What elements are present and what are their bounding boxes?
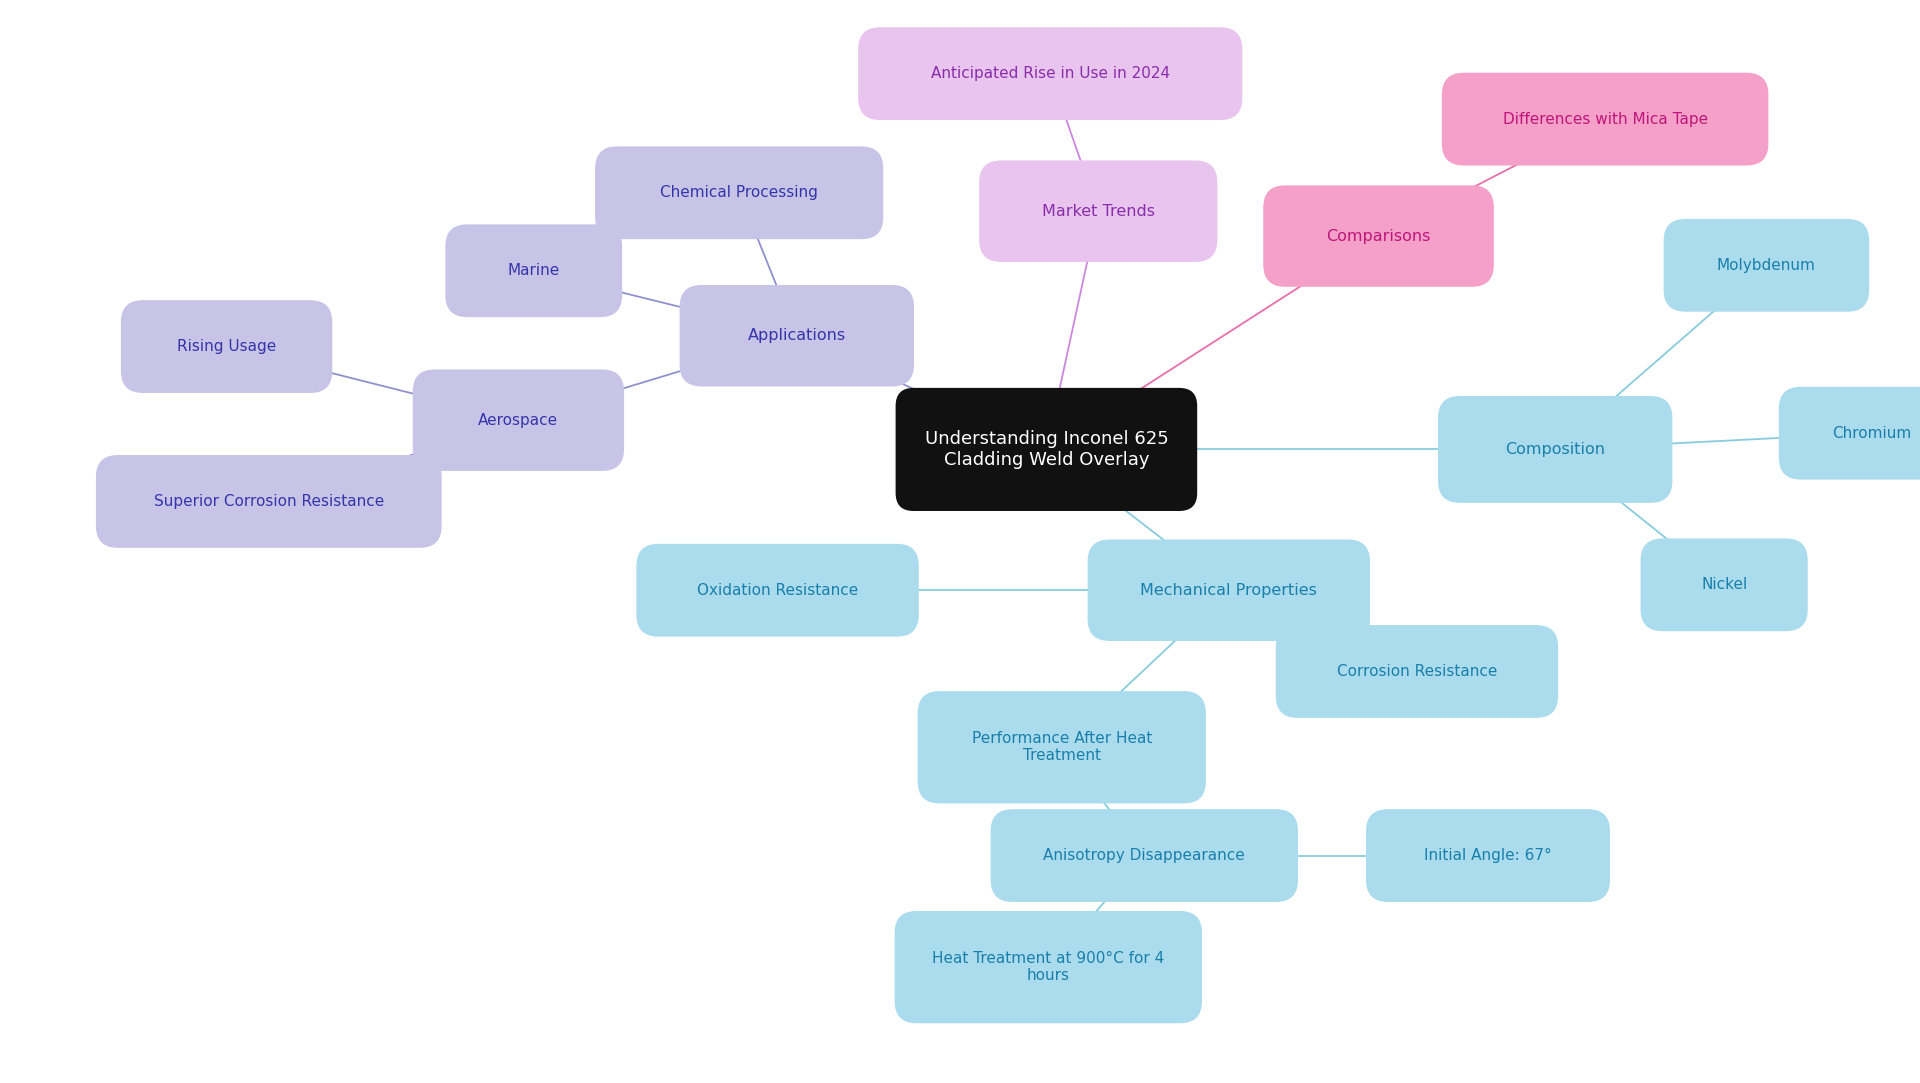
FancyBboxPatch shape <box>895 911 1202 1023</box>
FancyBboxPatch shape <box>1663 219 1870 312</box>
FancyBboxPatch shape <box>991 809 1298 902</box>
FancyBboxPatch shape <box>1442 73 1768 166</box>
FancyBboxPatch shape <box>1365 809 1611 902</box>
FancyBboxPatch shape <box>1275 625 1559 718</box>
Text: Performance After Heat
Treatment: Performance After Heat Treatment <box>972 731 1152 764</box>
Text: Oxidation Resistance: Oxidation Resistance <box>697 583 858 598</box>
FancyBboxPatch shape <box>979 160 1217 262</box>
Text: Anisotropy Disappearance: Anisotropy Disappearance <box>1043 848 1246 863</box>
Text: Anticipated Rise in Use in 2024: Anticipated Rise in Use in 2024 <box>931 66 1169 81</box>
Text: Corrosion Resistance: Corrosion Resistance <box>1336 664 1498 679</box>
Text: Applications: Applications <box>747 328 847 343</box>
Text: Aerospace: Aerospace <box>478 413 559 428</box>
Text: Market Trends: Market Trends <box>1043 204 1154 219</box>
Text: Initial Angle: 67°: Initial Angle: 67° <box>1425 848 1551 863</box>
FancyBboxPatch shape <box>445 224 622 317</box>
Text: Heat Treatment at 900°C for 4
hours: Heat Treatment at 900°C for 4 hours <box>933 951 1164 983</box>
Text: Differences with Mica Tape: Differences with Mica Tape <box>1503 112 1707 127</box>
FancyBboxPatch shape <box>413 369 624 471</box>
FancyBboxPatch shape <box>1087 539 1371 641</box>
Text: Marine: Marine <box>507 263 561 278</box>
FancyBboxPatch shape <box>1263 185 1494 287</box>
Text: Molybdenum: Molybdenum <box>1716 258 1816 273</box>
FancyBboxPatch shape <box>680 285 914 387</box>
FancyBboxPatch shape <box>895 388 1198 511</box>
FancyBboxPatch shape <box>858 27 1242 120</box>
Text: Rising Usage: Rising Usage <box>177 339 276 354</box>
FancyBboxPatch shape <box>96 455 442 548</box>
Text: Composition: Composition <box>1505 442 1605 457</box>
Text: Mechanical Properties: Mechanical Properties <box>1140 583 1317 598</box>
Text: Comparisons: Comparisons <box>1327 229 1430 244</box>
FancyBboxPatch shape <box>1778 387 1920 480</box>
Text: Superior Corrosion Resistance: Superior Corrosion Resistance <box>154 494 384 509</box>
Text: Nickel: Nickel <box>1701 577 1747 592</box>
Text: Understanding Inconel 625
Cladding Weld Overlay: Understanding Inconel 625 Cladding Weld … <box>925 430 1167 469</box>
FancyBboxPatch shape <box>918 691 1206 804</box>
FancyBboxPatch shape <box>595 146 883 239</box>
FancyBboxPatch shape <box>1438 396 1672 503</box>
FancyBboxPatch shape <box>121 300 332 393</box>
FancyBboxPatch shape <box>636 544 920 637</box>
Text: Chemical Processing: Chemical Processing <box>660 185 818 200</box>
FancyBboxPatch shape <box>1640 538 1809 631</box>
Text: Chromium: Chromium <box>1832 426 1912 441</box>
